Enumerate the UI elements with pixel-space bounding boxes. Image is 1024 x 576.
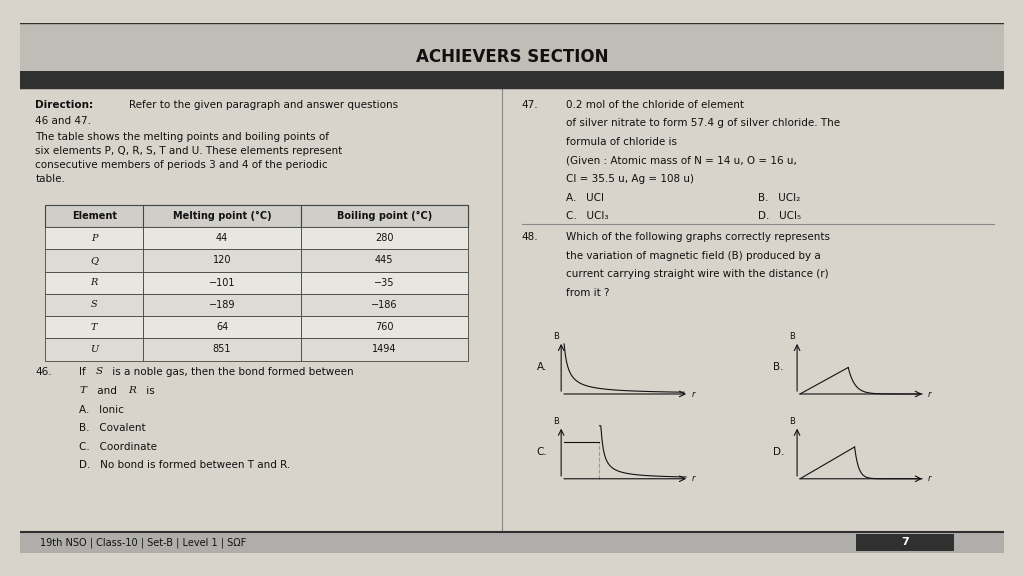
Text: A.   UCl: A. UCl — [566, 192, 604, 203]
Text: and: and — [94, 386, 121, 396]
Bar — [301, 205, 468, 227]
Text: 46 and 47.: 46 and 47. — [35, 116, 91, 126]
Bar — [45, 249, 143, 271]
Text: is: is — [143, 386, 155, 396]
Bar — [20, 532, 1004, 553]
Text: r: r — [928, 475, 931, 483]
Text: from it ?: from it ? — [566, 288, 609, 298]
Text: (Given : Atomic mass of N = 14 u, O = 16 u,: (Given : Atomic mass of N = 14 u, O = 16… — [566, 156, 797, 165]
Bar — [20, 71, 1004, 86]
Bar — [45, 294, 143, 316]
Bar — [301, 227, 468, 249]
Text: 1494: 1494 — [372, 344, 396, 354]
Text: D.   No bond is formed between T and R.: D. No bond is formed between T and R. — [80, 460, 291, 470]
Text: 47.: 47. — [522, 100, 539, 110]
Bar — [45, 227, 143, 249]
Text: ACHIEVERS SECTION: ACHIEVERS SECTION — [416, 48, 608, 66]
Text: 44: 44 — [216, 233, 228, 243]
Text: formula of chloride is: formula of chloride is — [566, 137, 677, 147]
Bar — [45, 316, 143, 338]
Text: P: P — [91, 234, 97, 242]
Bar — [45, 271, 143, 294]
Text: Which of the following graphs correctly represents: Which of the following graphs correctly … — [566, 232, 830, 242]
Text: B.: B. — [772, 362, 783, 373]
Text: A.: A. — [537, 362, 547, 373]
Text: 851: 851 — [213, 344, 231, 354]
Text: U: U — [90, 345, 98, 354]
Text: Refer to the given paragraph and answer questions: Refer to the given paragraph and answer … — [129, 100, 397, 110]
Bar — [301, 271, 468, 294]
Text: 0.2 mol of the chloride of element: 0.2 mol of the chloride of element — [566, 100, 748, 110]
Text: The table shows the melting points and boiling points of
six elements P, Q, R, S: The table shows the melting points and b… — [35, 132, 342, 184]
Bar — [301, 338, 468, 361]
Text: B.   UCl₂: B. UCl₂ — [758, 192, 800, 203]
Text: r: r — [692, 475, 695, 483]
Text: C.   Coordinate: C. Coordinate — [80, 442, 158, 452]
Text: Direction:: Direction: — [35, 100, 93, 110]
Text: D.   UCl₅: D. UCl₅ — [758, 211, 801, 221]
Text: 280: 280 — [375, 233, 393, 243]
Bar — [301, 249, 468, 271]
Bar — [45, 338, 143, 361]
Text: −189: −189 — [209, 300, 236, 310]
Text: B.   Covalent: B. Covalent — [80, 423, 146, 433]
Bar — [143, 249, 301, 271]
Text: R: R — [90, 278, 98, 287]
Text: Melting point (°C): Melting point (°C) — [173, 211, 271, 221]
Text: B: B — [790, 332, 795, 342]
Text: current carrying straight wire with the distance (r): current carrying straight wire with the … — [566, 270, 828, 279]
Text: 120: 120 — [213, 255, 231, 266]
Text: S: S — [96, 367, 103, 377]
Bar — [143, 271, 301, 294]
Text: If: If — [80, 367, 89, 377]
Text: r: r — [928, 389, 931, 399]
Bar — [301, 294, 468, 316]
Text: is a noble gas, then the bond formed between: is a noble gas, then the bond formed bet… — [109, 367, 353, 377]
Text: T: T — [91, 323, 97, 332]
Text: R: R — [129, 386, 136, 395]
Text: Cl = 35.5 u, Ag = 108 u): Cl = 35.5 u, Ag = 108 u) — [566, 174, 694, 184]
Bar — [856, 535, 954, 551]
Text: C.   UCl₃: C. UCl₃ — [566, 211, 608, 221]
Text: 7: 7 — [901, 537, 909, 547]
Text: D.: D. — [772, 448, 784, 457]
Bar — [301, 316, 468, 338]
Text: −101: −101 — [209, 278, 236, 287]
Text: 48.: 48. — [522, 232, 539, 242]
Text: r: r — [692, 389, 695, 399]
Text: C.: C. — [537, 448, 547, 457]
Text: Boiling point (°C): Boiling point (°C) — [337, 211, 432, 221]
Bar — [143, 227, 301, 249]
Text: Element: Element — [72, 211, 117, 221]
Text: 19th NSO | Class-10 | Set-B | Level 1 | SΩF: 19th NSO | Class-10 | Set-B | Level 1 | … — [40, 537, 247, 548]
Text: S: S — [91, 301, 97, 309]
Text: −35: −35 — [374, 278, 394, 287]
Text: Q: Q — [90, 256, 98, 265]
Text: B: B — [553, 417, 559, 426]
Text: the variation of magnetic field (B) produced by a: the variation of magnetic field (B) prod… — [566, 251, 821, 261]
Text: 445: 445 — [375, 255, 393, 266]
Text: A.   Ionic: A. Ionic — [80, 404, 124, 415]
Text: B: B — [553, 332, 559, 342]
Bar — [143, 338, 301, 361]
Text: T: T — [80, 386, 86, 395]
Bar — [45, 205, 468, 227]
Text: B: B — [790, 417, 795, 426]
Bar — [143, 316, 301, 338]
Bar — [143, 294, 301, 316]
Text: of silver nitrate to form 57.4 g of silver chloride. The: of silver nitrate to form 57.4 g of silv… — [566, 119, 841, 128]
Text: 46.: 46. — [35, 367, 52, 377]
Text: 760: 760 — [375, 322, 393, 332]
Bar — [143, 205, 301, 227]
Text: −186: −186 — [371, 300, 397, 310]
Bar — [20, 23, 1004, 71]
Text: 64: 64 — [216, 322, 228, 332]
